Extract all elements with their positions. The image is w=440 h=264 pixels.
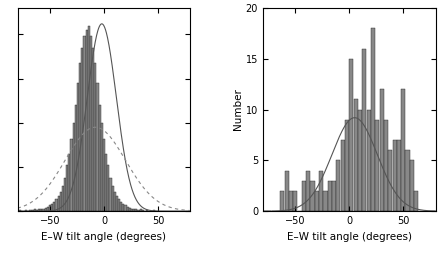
Bar xyxy=(406,150,410,211)
Bar xyxy=(153,210,155,211)
Bar xyxy=(79,63,81,211)
Bar xyxy=(58,196,60,211)
Bar xyxy=(410,160,414,211)
X-axis label: E–W tilt angle (degrees): E–W tilt angle (degrees) xyxy=(287,232,412,242)
Bar xyxy=(105,154,107,211)
Bar xyxy=(36,210,38,211)
Bar xyxy=(285,171,289,211)
Y-axis label: Number: Number xyxy=(233,89,243,130)
Bar xyxy=(358,110,362,211)
Bar xyxy=(34,209,36,211)
Bar xyxy=(120,202,122,211)
Bar xyxy=(401,89,405,211)
Bar xyxy=(133,209,135,211)
Bar xyxy=(70,139,73,211)
Bar xyxy=(332,181,336,211)
Bar xyxy=(131,209,133,211)
Bar xyxy=(371,28,375,211)
Bar xyxy=(73,123,75,211)
Bar xyxy=(328,181,332,211)
Bar xyxy=(116,196,118,211)
Bar xyxy=(319,171,323,211)
Bar xyxy=(51,204,53,211)
Bar xyxy=(367,110,371,211)
Bar xyxy=(127,207,129,211)
Bar xyxy=(122,204,125,211)
Bar xyxy=(90,36,92,211)
Bar xyxy=(42,209,44,211)
Bar xyxy=(77,83,79,211)
Bar xyxy=(103,139,105,211)
Bar xyxy=(125,205,127,211)
Bar xyxy=(349,59,353,211)
Bar xyxy=(60,192,62,211)
Bar xyxy=(25,210,27,211)
Bar xyxy=(94,63,96,211)
Bar xyxy=(40,209,42,211)
X-axis label: E–W tilt angle (degrees): E–W tilt angle (degrees) xyxy=(41,232,166,242)
Bar xyxy=(86,30,88,211)
Bar xyxy=(55,199,58,211)
Bar xyxy=(49,205,51,211)
Bar xyxy=(362,49,367,211)
Bar xyxy=(139,209,142,211)
Bar xyxy=(137,210,139,211)
Bar xyxy=(84,36,86,211)
Bar xyxy=(129,208,131,211)
Bar xyxy=(92,48,94,211)
Bar xyxy=(397,140,401,211)
Bar xyxy=(388,150,392,211)
Bar xyxy=(142,210,144,211)
Bar xyxy=(323,191,327,211)
Bar xyxy=(38,209,40,211)
Bar xyxy=(311,181,315,211)
Bar xyxy=(306,171,310,211)
Bar xyxy=(81,48,84,211)
Bar xyxy=(68,154,70,211)
Bar xyxy=(111,186,114,211)
Bar xyxy=(53,202,55,211)
Bar xyxy=(345,120,349,211)
Bar xyxy=(146,210,148,211)
Bar xyxy=(66,165,68,211)
Bar xyxy=(315,191,319,211)
Bar xyxy=(354,99,358,211)
Bar xyxy=(47,207,49,211)
Bar xyxy=(75,105,77,211)
Bar xyxy=(280,191,284,211)
Bar xyxy=(341,140,345,211)
Bar xyxy=(114,192,116,211)
Bar xyxy=(64,178,66,211)
Bar xyxy=(337,160,341,211)
Bar xyxy=(375,120,379,211)
Bar xyxy=(88,26,90,211)
Bar xyxy=(384,120,388,211)
Bar xyxy=(118,199,120,211)
Bar xyxy=(99,105,101,211)
Bar xyxy=(101,123,103,211)
Bar xyxy=(96,83,99,211)
Bar xyxy=(29,210,32,211)
Bar xyxy=(62,186,64,211)
Bar xyxy=(135,209,137,211)
Bar xyxy=(414,191,418,211)
Bar xyxy=(380,89,384,211)
Bar xyxy=(44,208,47,211)
Bar xyxy=(392,140,396,211)
Bar xyxy=(110,178,111,211)
Bar xyxy=(18,210,21,211)
Bar xyxy=(107,165,110,211)
Bar xyxy=(302,181,306,211)
Bar xyxy=(32,210,34,211)
Bar xyxy=(293,191,297,211)
Bar xyxy=(289,191,293,211)
